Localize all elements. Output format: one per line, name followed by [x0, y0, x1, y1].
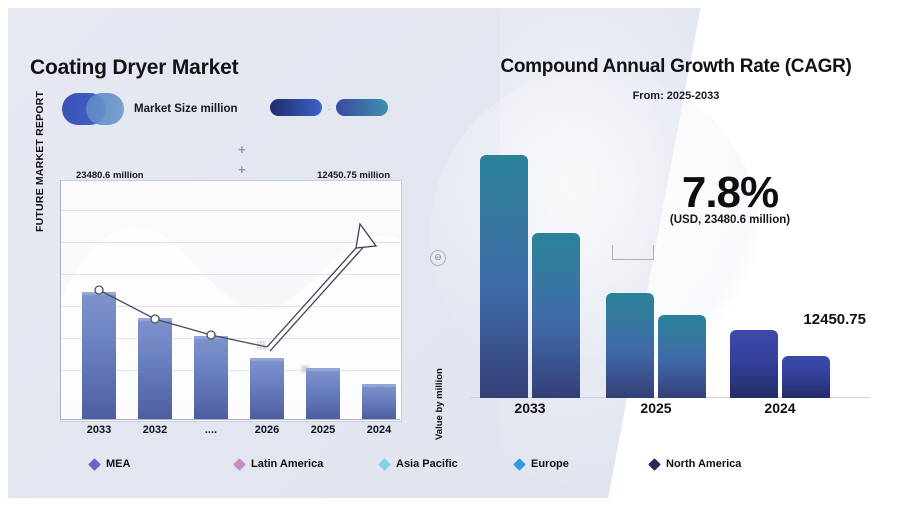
- right-bar-2025-secondary: [658, 315, 706, 398]
- right-bar-chart: 12450.75 2033 2025 2024: [470, 155, 870, 420]
- bar-2032: [138, 318, 172, 419]
- legend-diamond-icon-europe: [513, 457, 526, 471]
- legend-label-latin-america: Latin America: [251, 458, 324, 470]
- region-legend: MEA Latin America Asia Pacific Europe No…: [70, 457, 830, 478]
- cagr-caption: (USD, 23480.6 million): [669, 214, 791, 226]
- left-chart-x-axis: [60, 419, 400, 420]
- cagr-title: Compound Annual Growth Rate (CAGR): [500, 56, 852, 77]
- right-bar-2033-primary: [480, 155, 528, 398]
- pill-decoration-group: :: [270, 99, 389, 116]
- x-label-2032: 2032: [142, 424, 168, 436]
- left-bar-chart: ▦ ▣ 23480.6 million 12450.75 million FUT…: [34, 91, 445, 440]
- pill-secondary-icon: [336, 99, 389, 116]
- minus-circle-icon: ⊖: [430, 250, 446, 266]
- legend-label-north-america: North America: [666, 458, 742, 470]
- cagr-subtitle: From: 2025-2033: [632, 90, 720, 102]
- x-label-2024: 2024: [366, 424, 392, 436]
- pill-separator: :: [328, 103, 331, 112]
- legend-label-asia-pacific: Asia Pacific: [396, 458, 458, 470]
- right-bar-2024-secondary: [782, 356, 830, 398]
- brand-logo-group: Market Size million: [62, 93, 238, 125]
- frame-top: [0, 0, 900, 8]
- bar-2033: [82, 292, 116, 419]
- left-chart-x-labels: 2033 2032 .... 2026 2025 2024: [60, 424, 400, 444]
- legend-item-mea[interactable]: MEA: [88, 457, 131, 471]
- pill-primary-icon: [270, 99, 322, 116]
- page-title: Coating Dryer Market: [30, 56, 239, 79]
- left-chart-value-axis-title: Value by million: [434, 368, 445, 440]
- right-x-label-2025: 2025: [640, 400, 672, 416]
- legend-diamond-icon-north-america: [648, 457, 661, 471]
- right-x-label-2024: 2024: [764, 400, 796, 416]
- bar-2026: [250, 358, 284, 419]
- legend-diamond-icon-asia-pacific: [378, 457, 391, 471]
- cagr-value: 7.8%: [681, 168, 779, 217]
- legend-label-europe: Europe: [531, 458, 569, 470]
- legend-item-latin-america[interactable]: Latin America: [233, 457, 324, 471]
- right-chart-value-label: 12450.75: [803, 311, 866, 328]
- legend-diamond-icon-mea: [88, 457, 101, 471]
- right-bar-2025-primary: [606, 293, 654, 398]
- bar-2025: [306, 368, 340, 419]
- plus-marks-decoration: + +: [238, 142, 246, 177]
- x-label-2025: 2025: [310, 424, 336, 436]
- bracket-decoration: [612, 245, 654, 260]
- right-bar-2024-primary: [730, 330, 778, 398]
- right-chart-x-labels: 2033 2025 2024: [470, 400, 870, 420]
- x-label-dots: ....: [204, 424, 218, 436]
- right-x-label-2033: 2033: [514, 400, 546, 416]
- right-bar-2033-secondary: [532, 233, 580, 398]
- legend-item-europe[interactable]: Europe: [513, 457, 569, 471]
- frame-left: [0, 0, 8, 506]
- left-chart-annotation-end: 12450.75 million: [317, 170, 390, 181]
- bar-2024: [362, 384, 396, 419]
- legend-label-mea: MEA: [106, 458, 131, 470]
- left-chart-annotation-start: 23480.6 million: [76, 170, 144, 181]
- legend-diamond-icon-latin-america: [233, 457, 246, 471]
- bar-dots: [194, 336, 228, 419]
- left-chart-bars: [60, 180, 400, 419]
- x-label-2033: 2033: [86, 424, 112, 436]
- market-size-label: Market Size million: [134, 103, 238, 115]
- legend-item-asia-pacific[interactable]: Asia Pacific: [378, 457, 458, 471]
- left-chart-y-axis-title: FUTURE MARKET REPORT: [34, 90, 46, 232]
- legend-item-north-america[interactable]: North America: [648, 457, 742, 471]
- frame-bottom: [0, 498, 900, 506]
- left-chart-y-axis: [60, 180, 61, 420]
- frame-right: [892, 0, 900, 506]
- x-label-2026: 2026: [254, 424, 280, 436]
- logo-icon: [62, 93, 124, 125]
- tag-ghost-icon: ▣: [300, 362, 310, 375]
